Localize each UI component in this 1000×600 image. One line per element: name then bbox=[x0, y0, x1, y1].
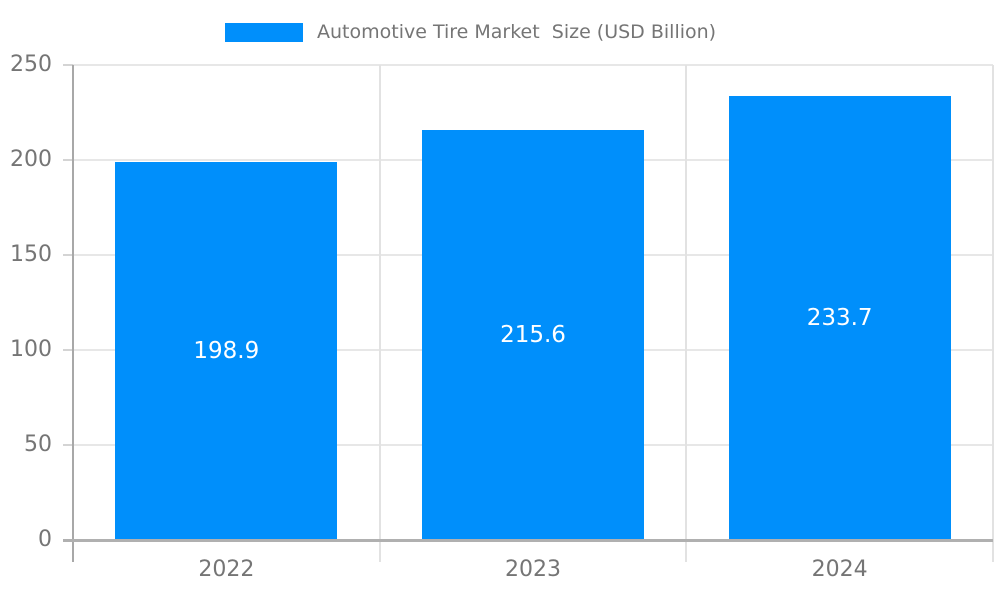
bar-value-label: 233.7 bbox=[806, 304, 873, 331]
legend-label: Automotive Tire Market Size (USD Billion… bbox=[317, 21, 717, 43]
y-axis-tick-label: 0 bbox=[38, 527, 52, 552]
x-axis-line bbox=[63, 539, 993, 542]
bar[interactable]: 233.7 bbox=[728, 95, 951, 540]
gridline-vertical bbox=[992, 65, 994, 562]
y-axis-tick bbox=[63, 159, 73, 161]
y-axis-line bbox=[72, 65, 74, 562]
y-axis-tick-label: 100 bbox=[10, 337, 52, 362]
bar[interactable]: 215.6 bbox=[422, 130, 644, 540]
bar-value-label: 198.9 bbox=[193, 338, 260, 365]
bar-value-label: 215.6 bbox=[500, 322, 566, 349]
y-axis-tick-label: 150 bbox=[10, 242, 52, 267]
y-axis-tick-label: 250 bbox=[10, 52, 52, 77]
bar[interactable]: 198.9 bbox=[115, 162, 338, 540]
y-axis-tick-label: 50 bbox=[24, 432, 52, 457]
y-axis-tick bbox=[63, 64, 73, 66]
x-axis-tick-label: 2022 bbox=[198, 557, 255, 582]
gridline-vertical bbox=[685, 65, 688, 562]
legend-swatch-icon bbox=[225, 22, 303, 42]
x-axis-tick-label: 2024 bbox=[811, 557, 868, 582]
chart-legend[interactable]: Automotive Tire Market Size (USD Billion… bbox=[225, 21, 716, 43]
gridline-vertical bbox=[378, 65, 381, 562]
y-axis-tick bbox=[63, 444, 73, 446]
y-axis-tick bbox=[63, 254, 73, 256]
x-axis-tick-label: 2023 bbox=[505, 557, 561, 582]
gridline-horizontal bbox=[73, 64, 993, 66]
y-axis-tick bbox=[63, 349, 73, 351]
y-axis-tick-label: 200 bbox=[10, 147, 52, 172]
